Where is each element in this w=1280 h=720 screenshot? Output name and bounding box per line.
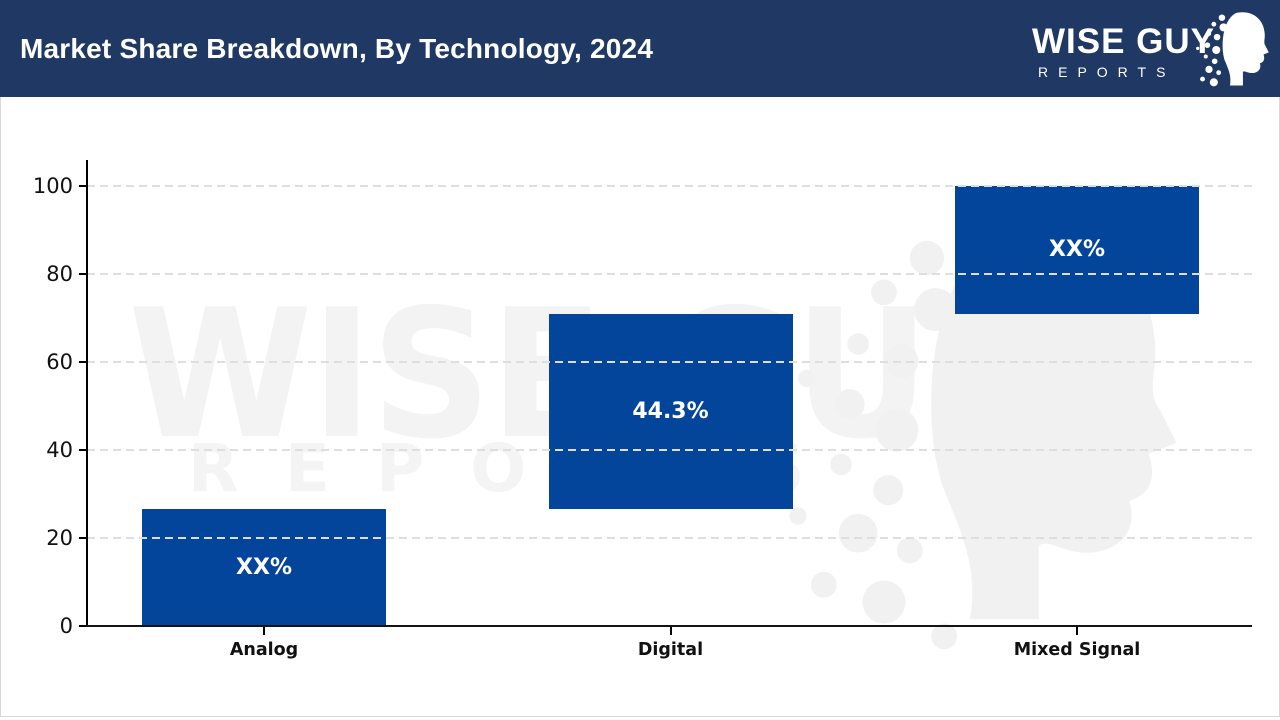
header-bar: Market Share Breakdown, By Technology, 2… <box>0 0 1280 97</box>
y-tick-mark-80 <box>79 273 87 275</box>
x-axis-line <box>86 625 1252 627</box>
gridline-80 <box>87 273 1252 275</box>
bar-value-label-mixed-signal: XX% <box>1049 237 1105 263</box>
category-label-digital: Digital <box>637 640 704 660</box>
bar-digital <box>548 314 793 510</box>
bar-value-label-analog: XX% <box>236 554 292 580</box>
x-tick-mark-digital <box>669 627 672 635</box>
y-tick-label-80: 80 <box>46 262 73 286</box>
y-tick-label-20: 20 <box>46 526 73 550</box>
bar-mixed-signal <box>955 186 1199 315</box>
page-title: Market Share Breakdown, By Technology, 2… <box>20 32 654 64</box>
category-label-mixed-signal: Mixed Signal <box>1013 640 1141 660</box>
gridline-20 <box>87 537 1252 539</box>
bar-analog <box>142 509 386 626</box>
y-tick-mark-40 <box>79 449 87 451</box>
y-tick-label-60: 60 <box>46 350 73 374</box>
x-tick-mark-mixed-signal <box>1076 627 1078 635</box>
logo-tagline-text: REPORTS <box>1038 64 1176 80</box>
bar-value-label-digital: 44.3% <box>632 398 709 424</box>
y-tick-mark-100 <box>79 185 87 187</box>
watermark-face-dots <box>789 228 1177 650</box>
category-label-analog: Analog <box>229 640 299 660</box>
y-tick-mark-20 <box>79 537 87 539</box>
logo-name-text: WISE GUY <box>1032 22 1216 61</box>
gridline-40 <box>87 449 1252 451</box>
x-tick-mark-analog <box>263 627 265 635</box>
y-tick-label-40: 40 <box>46 438 73 462</box>
logo-face-icon <box>1196 12 1269 87</box>
y-tick-label-100: 100 <box>32 174 73 198</box>
wise-guy-reports-logo: WISE GUY REPORTS <box>1004 6 1269 92</box>
gridline-100 <box>87 185 1252 187</box>
gridline-60 <box>87 361 1252 363</box>
y-tick-mark-60 <box>79 361 87 363</box>
y-axis-line <box>86 160 88 627</box>
y-tick-label-0: 0 <box>59 614 73 638</box>
y-tick-mark-0 <box>79 625 87 627</box>
